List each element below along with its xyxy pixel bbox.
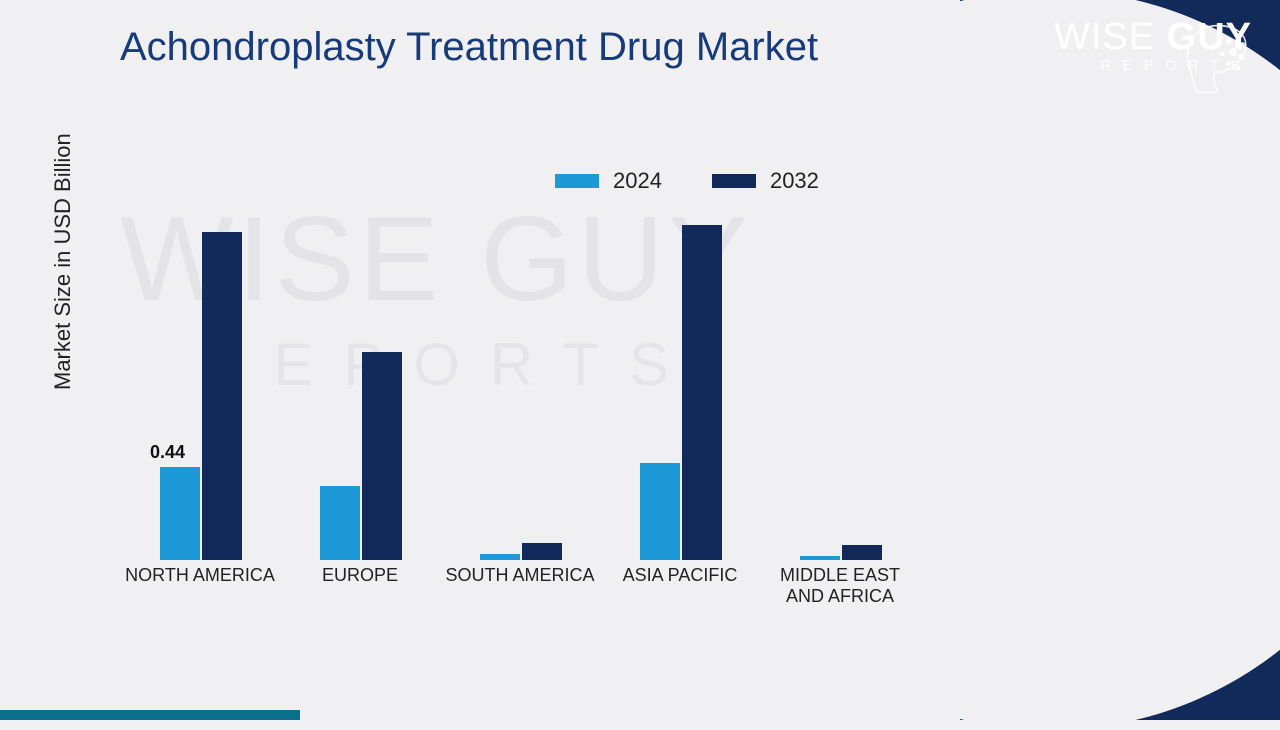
bar [640,463,680,560]
logo-text-wise: WISE [1054,16,1155,58]
bar [362,352,402,560]
plot-area: 0.44 [130,200,930,560]
bar [480,554,520,560]
bar-chart: Market Size in USD Billion 0.44 NORTH AM… [60,160,930,690]
legend-label-2024: 2024 [613,168,662,194]
x-label: ASIA PACIFIC [600,565,760,586]
brand-logo: WISE GUY REPORTS [1054,18,1252,72]
bar [160,467,200,560]
bar [800,556,840,560]
x-label: EUROPE [280,565,440,586]
x-axis-labels: NORTH AMERICAEUROPESOUTH AMERICAASIA PAC… [130,565,930,685]
bar [522,543,562,560]
legend-label-2032: 2032 [770,168,819,194]
logo-head-icon [1174,18,1252,96]
x-label: SOUTH AMERICA [440,565,600,586]
value-label: 0.44 [150,442,185,463]
bar [202,232,242,560]
legend-item-2024: 2024 [555,168,662,194]
bar [842,545,882,560]
legend-swatch-2032 [712,174,756,188]
x-label: NORTH AMERICA [120,565,280,586]
chart-title: Achondroplasty Treatment Drug Market [120,24,818,70]
legend: 2024 2032 [555,168,819,194]
y-axis-label: Market Size in USD Billion [50,133,76,390]
bottom-accent-bar [0,710,300,720]
x-label: MIDDLE EAST AND AFRICA [760,565,920,606]
bar [682,225,722,560]
legend-item-2032: 2032 [712,168,819,194]
legend-swatch-2024 [555,174,599,188]
bar [320,486,360,560]
